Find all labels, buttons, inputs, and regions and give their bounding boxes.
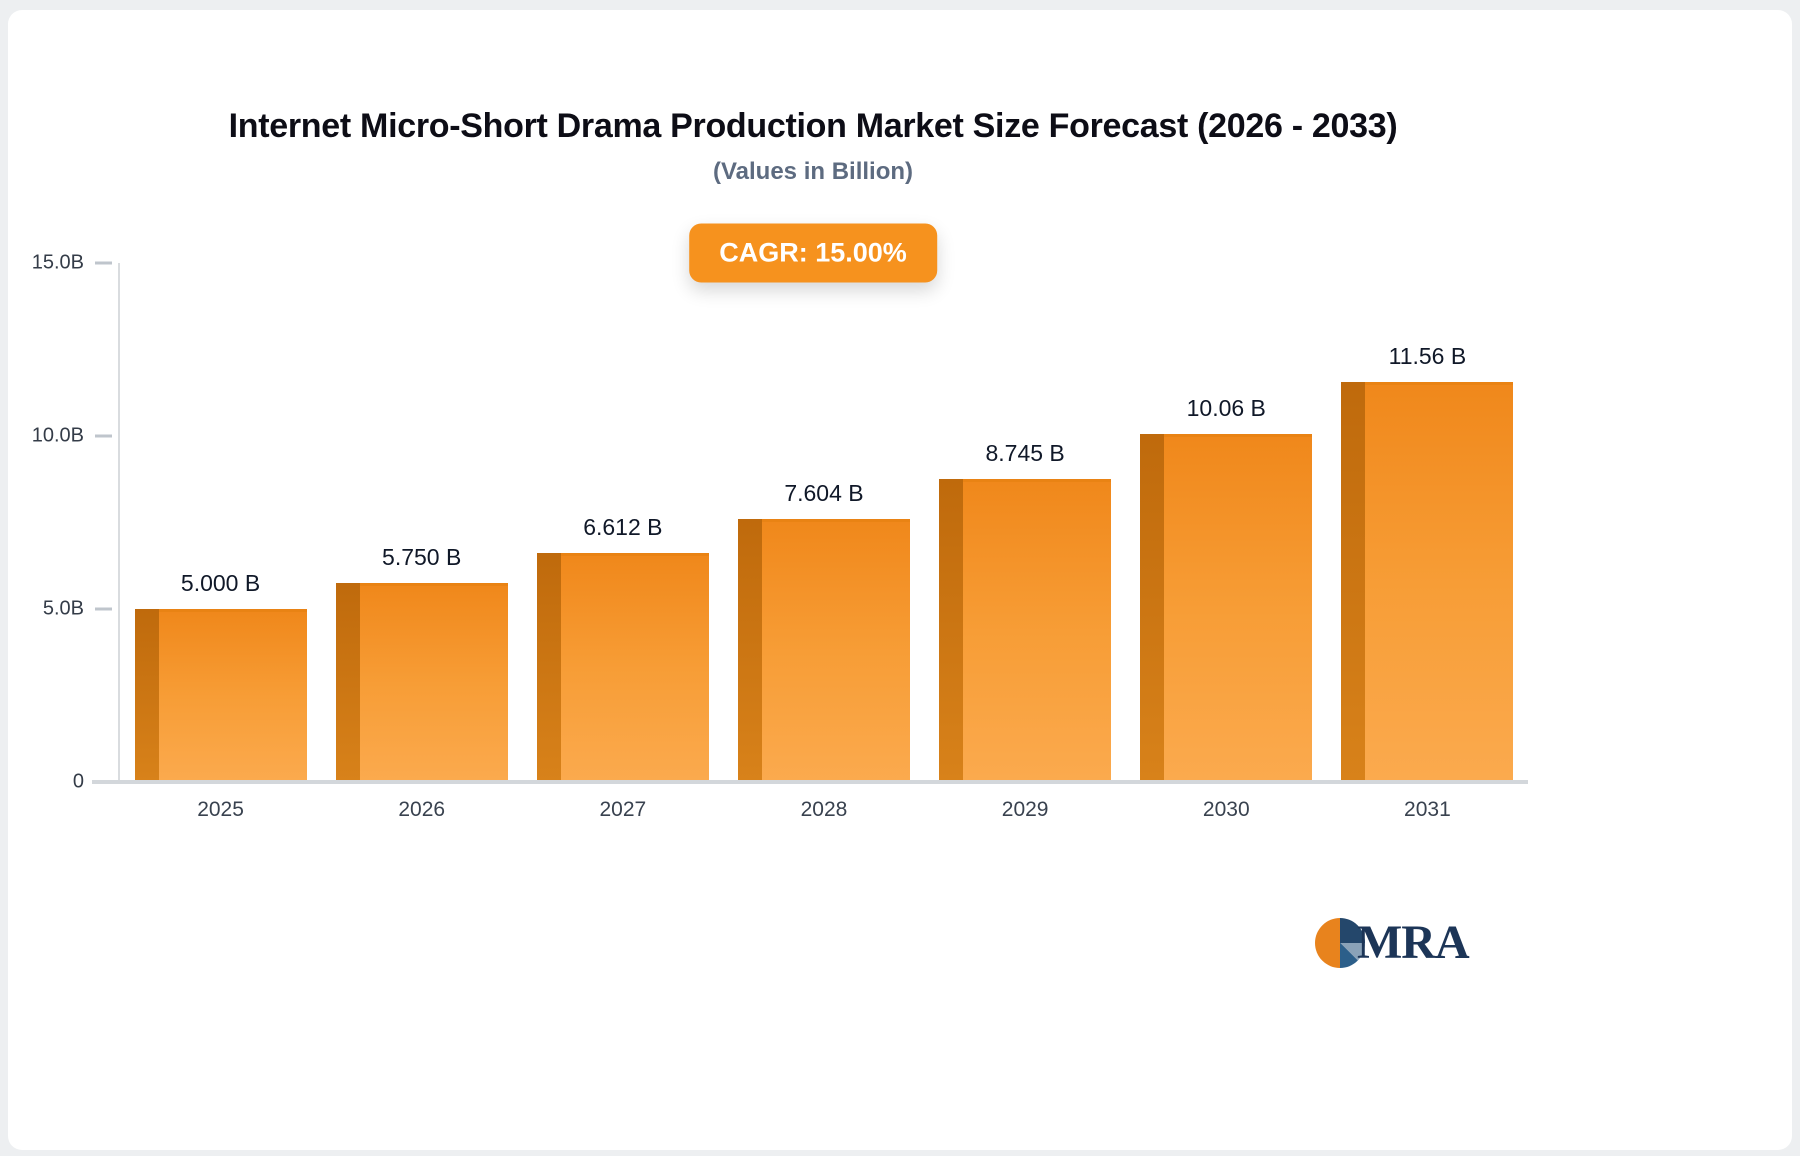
brand-logo: MRA [1315, 912, 1470, 974]
bar-face [359, 583, 508, 782]
bar-face [158, 609, 307, 782]
bar-group-2028: 7.604 B 2028 [737, 263, 910, 821]
bar-group-2025: 5.000 B 2025 [134, 263, 307, 821]
y-tick-label: 5.0B [42, 597, 84, 620]
bar-face [560, 553, 709, 782]
chart-card: Internet Micro-Short Drama Production Ma… [8, 10, 1792, 1150]
x-axis-category-label: 2029 [1001, 798, 1049, 821]
bar [536, 553, 709, 782]
bar-value-label: 6.612 B [583, 514, 663, 541]
bar-value-label: 7.604 B [784, 479, 864, 506]
bar-group-2026: 5.750 B 2026 [335, 263, 508, 821]
bar-value-label: 5.750 B [382, 544, 462, 571]
bar [1140, 433, 1313, 782]
bar-group-2027: 6.612 B 2027 [536, 263, 709, 821]
bar [939, 479, 1112, 782]
bar-3d-side [536, 553, 561, 782]
plot-area: 15.0B 10.0B 5.0B 0 5.000 B 2025 5.750 B 2026 6.… [32, 252, 1528, 821]
x-axis-category-label: 2030 [1202, 798, 1250, 821]
y-tick-mark [95, 607, 112, 611]
bar-3d-side [134, 609, 159, 782]
bar-value-label: 11.56 B [1388, 343, 1467, 370]
y-tick-label: 0 [72, 770, 84, 793]
cagr-badge: CAGR: 15.00% [689, 223, 937, 283]
y-tick-label: 15.0B [31, 251, 84, 274]
bar-face [761, 518, 910, 782]
bar-value-label: 8.745 B [985, 440, 1065, 467]
bar-group-2029: 8.745 B 2029 [939, 263, 1112, 821]
y-tick-label: 10.0B [31, 424, 84, 447]
chart-subtitle: (Values in Billion) [712, 158, 914, 185]
bar [1341, 382, 1514, 782]
bar-face [1365, 382, 1514, 782]
x-axis-category-label: 2027 [599, 798, 647, 821]
chart-title: Internet Micro-Short Drama Production Ma… [228, 107, 1398, 145]
x-axis-category-label: 2031 [1404, 798, 1451, 821]
bar-3d-side [737, 518, 762, 782]
bar [335, 583, 508, 782]
bar-face [963, 479, 1112, 782]
x-axis-category-label: 2025 [197, 798, 244, 821]
y-tick-mark [95, 434, 112, 438]
bar [134, 609, 307, 782]
bar-3d-side [939, 479, 964, 782]
bar-face [1164, 433, 1313, 782]
bar-group-2031: 11.56 B 2031 [1341, 263, 1514, 821]
bar-group-2030: 10.06 B 2030 [1140, 263, 1313, 821]
brand-logo-text: MRA [1357, 916, 1470, 969]
bar-3d-side [1140, 433, 1165, 782]
bars-layer: 5.000 B 2025 5.750 B 2026 6.612 B 2027 7.604 B… [120, 263, 1528, 821]
bar-3d-side [1341, 382, 1366, 782]
bar-value-label: 5.000 B [180, 570, 261, 596]
y-axis-ticks: 15.0B 10.0B 5.0B 0 [32, 252, 1528, 793]
mra-pie-logo-icon [1315, 918, 1365, 968]
bar-value-label: 10.06 B [1186, 394, 1266, 421]
y-tick-mark [95, 780, 112, 784]
bar-3d-side [335, 583, 360, 782]
y-tick-mark [95, 261, 112, 265]
bar [737, 518, 910, 782]
x-axis-category-label: 2028 [800, 798, 848, 821]
x-axis-category-label: 2026 [398, 798, 446, 821]
